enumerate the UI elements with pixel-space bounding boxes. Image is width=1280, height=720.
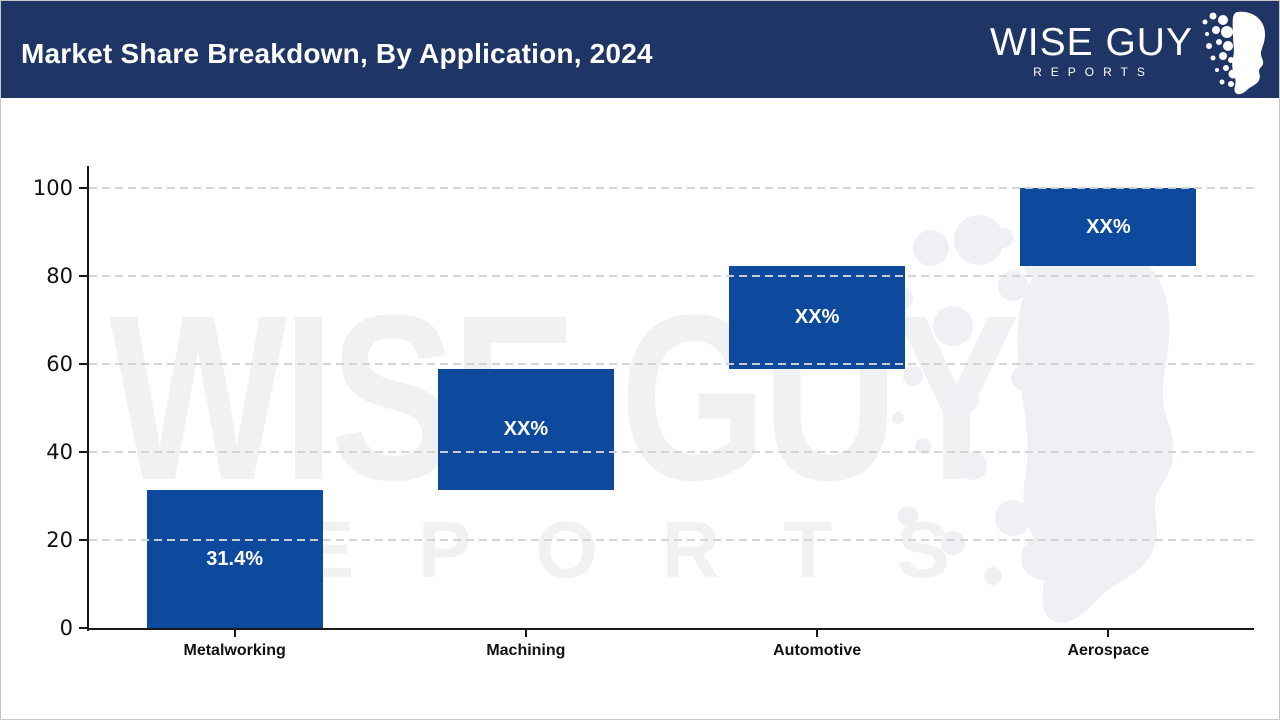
y-axis-spine	[86, 166, 89, 631]
y-tick	[79, 275, 87, 277]
bar-value-label: XX%	[794, 306, 840, 329]
gridline-60	[89, 363, 1254, 365]
bar-value-label: XX%	[503, 418, 549, 441]
bar-value-label: XX%	[1086, 215, 1131, 238]
x-category-label: Machining	[486, 642, 566, 659]
bar-aerospace	[1020, 188, 1197, 266]
bar-machining	[437, 368, 614, 490]
watermark-dotted-face	[889, 215, 1174, 623]
x-tick	[524, 630, 527, 637]
y-tick	[79, 187, 87, 189]
gridline-40	[89, 451, 1254, 453]
x-category-label: Metalworking	[183, 642, 286, 659]
y-tick	[79, 627, 87, 629]
y-tick-label: 60	[46, 352, 73, 376]
y-tick	[79, 451, 87, 453]
y-tick-label: 20	[46, 528, 73, 552]
y-tick-label: 0	[59, 616, 73, 640]
y-tick	[79, 539, 87, 541]
x-tick	[816, 630, 819, 637]
chart-area: WISE GUY REPORTS 31.4% Metalworking XX% Mac…	[1, 98, 1279, 714]
brand-logo: WISE GUY REPORTS	[990, 4, 1279, 96]
y-tick-label: 80	[46, 264, 73, 288]
brand-logo-text: WISE GUY REPORTS	[990, 23, 1193, 80]
bar-metalworking	[146, 489, 323, 628]
gridline-100	[89, 187, 1254, 189]
y-tick	[79, 363, 87, 365]
x-category-label: Aerospace	[1067, 642, 1150, 659]
brand-name: WISE GUY	[989, 21, 1193, 64]
brand-subname: REPORTS	[1033, 65, 1154, 79]
x-tick	[1107, 630, 1110, 637]
bar-value-label: 31.4%	[206, 547, 263, 570]
bar-automotive	[729, 265, 906, 369]
y-tick-label: 100	[32, 176, 73, 200]
y-tick-label: 40	[46, 440, 73, 464]
x-category-label: Automotive	[773, 642, 862, 659]
x-tick	[233, 630, 236, 637]
dotted-face-logo-icon	[1202, 11, 1265, 94]
header-band: Market Share Breakdown, By Application, …	[1, 1, 1279, 98]
page-title: Market Share Breakdown, By Application, …	[21, 37, 653, 69]
gridline-20	[89, 539, 1254, 541]
gridline-80	[89, 275, 1254, 277]
x-axis-spine	[86, 627, 1254, 630]
